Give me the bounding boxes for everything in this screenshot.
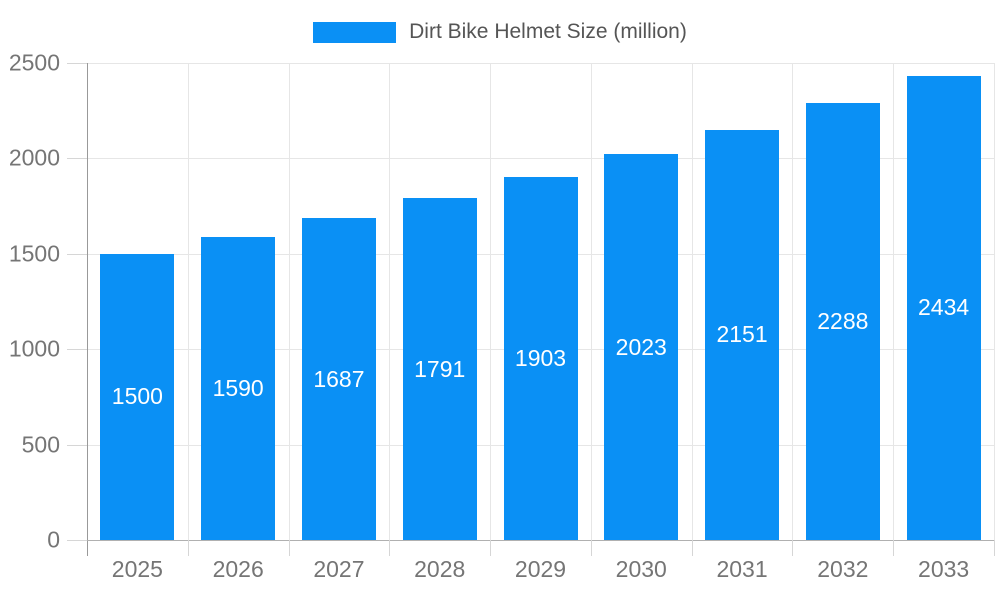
y-axis-labels: 0 500 1000 1500 2000 2500 (0, 50, 60, 553)
plot-area: 1500 1590 1687 1791 1903 2023 2151 2288 2434 (87, 63, 995, 540)
x-axis-tick (187, 540, 189, 556)
gridline-vertical (389, 63, 391, 540)
x-axis-tick-label: 2033 (918, 556, 970, 582)
bar: 1791 (402, 198, 477, 540)
x-axis-tick-label: 2027 (313, 556, 365, 582)
gridline-vertical (187, 63, 189, 540)
legend-swatch-icon (313, 21, 397, 43)
bar: 1687 (301, 218, 376, 540)
gridline-vertical (893, 63, 895, 540)
y-axis-tick (67, 444, 87, 446)
y-axis-tick-label: 1000 (8, 335, 60, 362)
gridline-horizontal (87, 158, 994, 160)
bar-value-label: 1687 (313, 365, 365, 392)
bar-value-label: 2288 (817, 308, 869, 335)
y-axis-tick-label: 0 (47, 526, 60, 553)
x-axis-baseline (87, 540, 994, 541)
gridline-vertical (994, 63, 995, 540)
y-axis-tick-label: 1500 (8, 240, 60, 267)
bar-value-label: 1590 (212, 374, 264, 401)
bar-value-label: 1500 (111, 383, 163, 410)
y-axis-tick-label: 500 (21, 431, 60, 458)
bar: 1500 (100, 253, 175, 540)
y-axis-tick (67, 540, 87, 541)
bar: 2288 (805, 103, 880, 540)
x-axis-tick-label: 2026 (212, 556, 264, 582)
legend-label: Dirt Bike Helmet Size (million) (409, 20, 687, 43)
gridline-vertical (691, 63, 693, 540)
bar: 2434 (906, 75, 981, 540)
bar: 2023 (604, 154, 679, 540)
bar-value-label: 1903 (514, 344, 567, 371)
bar-value-label: 2434 (918, 294, 970, 321)
bar-value-label: 1791 (414, 355, 466, 382)
gridline-vertical (590, 63, 592, 540)
y-axis-tick (67, 349, 87, 351)
y-axis-line (87, 63, 88, 556)
x-axis-tick (288, 540, 290, 556)
bar: 1903 (503, 176, 578, 540)
x-axis-tick-label: 2029 (514, 556, 567, 582)
y-axis-tick-label: 2000 (8, 144, 60, 171)
x-axis-tick-label: 2025 (111, 556, 163, 582)
x-axis-tick-label: 2030 (615, 556, 667, 582)
x-axis-tick-label: 2032 (817, 556, 869, 582)
y-axis-tick (67, 158, 87, 160)
x-axis-tick (893, 540, 895, 556)
y-axis-tick (67, 63, 87, 64)
legend: Dirt Bike Helmet Size (million) (0, 20, 1000, 44)
y-axis-tick (67, 253, 87, 255)
gridline-vertical (288, 63, 290, 540)
x-axis-tick (490, 540, 492, 556)
x-axis-tick (590, 540, 592, 556)
bar-value-label: 2023 (615, 333, 667, 360)
x-axis-tick (389, 540, 391, 556)
bar: 1590 (201, 236, 276, 540)
x-axis-tick (994, 540, 995, 556)
y-axis-tick-label: 2500 (8, 49, 60, 76)
x-axis-tick-label: 2031 (716, 556, 768, 582)
gridline-horizontal (87, 63, 994, 64)
legend-item[interactable]: Dirt Bike Helmet Size (million) (313, 20, 687, 44)
x-axis-tick (691, 540, 693, 556)
bar: 2151 (705, 129, 780, 540)
gridline-vertical (490, 63, 492, 540)
gridline-vertical (792, 63, 794, 540)
bar-value-label: 2151 (716, 321, 768, 348)
x-axis-tick (792, 540, 794, 556)
x-axis-tick-label: 2028 (414, 556, 466, 582)
